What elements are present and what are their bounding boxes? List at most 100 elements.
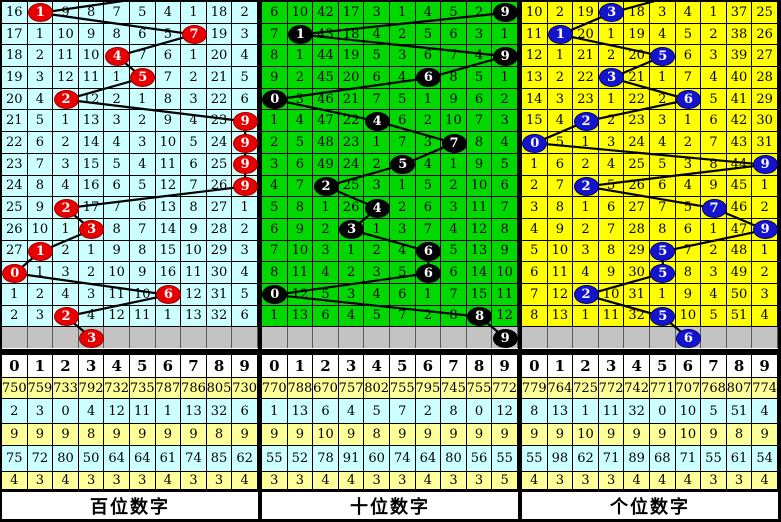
grid-cell: 42 — [726, 110, 753, 133]
grid-cell: 4 — [78, 305, 105, 328]
stat-cell: 3 — [573, 472, 599, 490]
grid-cell: 5 — [287, 132, 314, 154]
grid-cell: 6 — [232, 88, 258, 111]
drawn-digit-ball: 9 — [752, 220, 778, 240]
digit-header-cell: 0 — [262, 355, 288, 378]
grid-cell: 3 — [522, 197, 548, 219]
grid-cell: 6 — [441, 262, 467, 284]
stat-cell: 9 — [232, 424, 258, 446]
stat-cell: 1 — [573, 399, 599, 424]
grid-cell: 4 — [701, 283, 727, 306]
grid-cell: 2 — [547, 2, 574, 24]
pending-row-cell — [155, 327, 182, 349]
stat-cell: 9 — [701, 424, 727, 446]
stat-cell: 9 — [752, 424, 778, 446]
grid-cell: 2 — [492, 88, 518, 111]
grid-cell: 1 — [752, 175, 778, 198]
grid-cell: 9 — [466, 153, 493, 176]
grid-cell: 5 — [232, 67, 258, 89]
grid-cell: 2 — [415, 305, 442, 328]
grid-cell: 1 — [573, 132, 599, 154]
grid-cell: 6 — [155, 45, 182, 68]
stat-cell: 3 — [78, 472, 105, 490]
grid-cell: 4 — [752, 305, 778, 328]
grid-cell: 10 — [104, 262, 130, 284]
grid-cell: 43 — [313, 23, 339, 46]
grid-cell: 16 — [78, 175, 105, 198]
pending-row-cell — [27, 327, 54, 349]
grid-cell: 5 — [129, 2, 156, 24]
grid-cell: 5 — [466, 67, 493, 89]
grid-cell: 1 — [53, 110, 79, 133]
grid-cell: 5 — [492, 153, 518, 176]
grid-cell: 5 — [441, 2, 467, 24]
digit-header-cell: 2 — [573, 355, 599, 378]
grid-cell: 19 — [2, 67, 28, 89]
grid-cell: 1 — [287, 45, 314, 68]
grid-cell: 7 — [389, 305, 416, 328]
pending-row-cell — [364, 327, 390, 349]
grid-cell: 6 — [129, 23, 156, 46]
stat-cell: 54 — [752, 446, 778, 472]
grid-cell: 11 — [78, 67, 105, 89]
grid-cell: 10 — [441, 110, 467, 133]
grid-cell: 3 — [313, 240, 339, 263]
grid-cell: 2 — [364, 240, 390, 263]
stat-cell: 3 — [27, 472, 54, 490]
grid-cell: 23 — [338, 132, 365, 154]
grid-cell: 18 — [624, 2, 650, 24]
stat-row: 2 3 0 4 12 11 1 13 32 6 — [2, 399, 258, 424]
grid-cell: 14 — [78, 132, 105, 154]
stat-cell: 4 — [752, 472, 778, 490]
pending-row-cell — [701, 327, 727, 349]
stat-cell: 5 — [701, 399, 727, 424]
grid-cell: 6 — [27, 132, 54, 154]
grid-cell: 2 — [547, 67, 574, 89]
grid-cell: 28 — [624, 218, 650, 241]
stat-cell: 4 — [338, 472, 365, 490]
grid-cell: 1 — [262, 110, 288, 133]
grid-cell: 5 — [675, 23, 702, 46]
pending-row-cell — [129, 327, 156, 349]
pending-row-cell — [624, 327, 650, 349]
grid-cell: 19 — [338, 45, 365, 68]
drawn-digit-ball: 9 — [752, 155, 778, 175]
stat-cell: 13 — [181, 399, 207, 424]
grid-cell: 1 — [129, 88, 156, 111]
grid-cell: 46 — [726, 197, 753, 219]
digit-header-cell: 5 — [129, 355, 156, 378]
grid-cell: 1 — [701, 218, 727, 241]
grid-cell: 5 — [181, 132, 207, 154]
drawn-digit-ball: 6 — [415, 68, 441, 88]
drawn-digit-ball: 3 — [339, 220, 365, 240]
grid-cell: 18 — [206, 2, 233, 24]
grid-cell: 1 — [492, 23, 518, 46]
grid-cell: 10 — [129, 283, 156, 306]
grid-cell: 6 — [262, 218, 288, 241]
grid-cell: 6 — [364, 67, 390, 89]
grid-cell: 4 — [649, 132, 676, 154]
grid-cell: 7 — [104, 2, 130, 24]
drawn-digit-ball: 5 — [650, 242, 676, 262]
drawn-digit-ball: 2 — [313, 176, 339, 196]
stat-cell: 772 — [492, 378, 518, 399]
grid-cell: 9 — [78, 23, 105, 46]
grid-cell: 2 — [466, 2, 493, 24]
grid-cell: 9 — [547, 218, 574, 241]
drawn-digit-ball: 9 — [492, 3, 518, 23]
grid-cell: 6 — [415, 45, 442, 68]
grid-cell: 7 — [262, 23, 288, 46]
grid-cell: 2 — [573, 153, 599, 176]
grid-cell: 1 — [313, 197, 339, 219]
grid-cell: 5 — [441, 240, 467, 263]
grid-cell: 2 — [364, 153, 390, 176]
stat-cell: 80 — [441, 446, 467, 472]
grid-cell: 5 — [415, 23, 442, 46]
grid-cell: 8 — [104, 218, 130, 241]
grid-cell: 18 — [338, 23, 365, 46]
grid-cell: 3 — [466, 23, 493, 46]
grid-cell: 1 — [181, 45, 207, 68]
drawn-digit-ball: 4 — [104, 46, 130, 66]
grid-cell: 6 — [181, 153, 207, 176]
